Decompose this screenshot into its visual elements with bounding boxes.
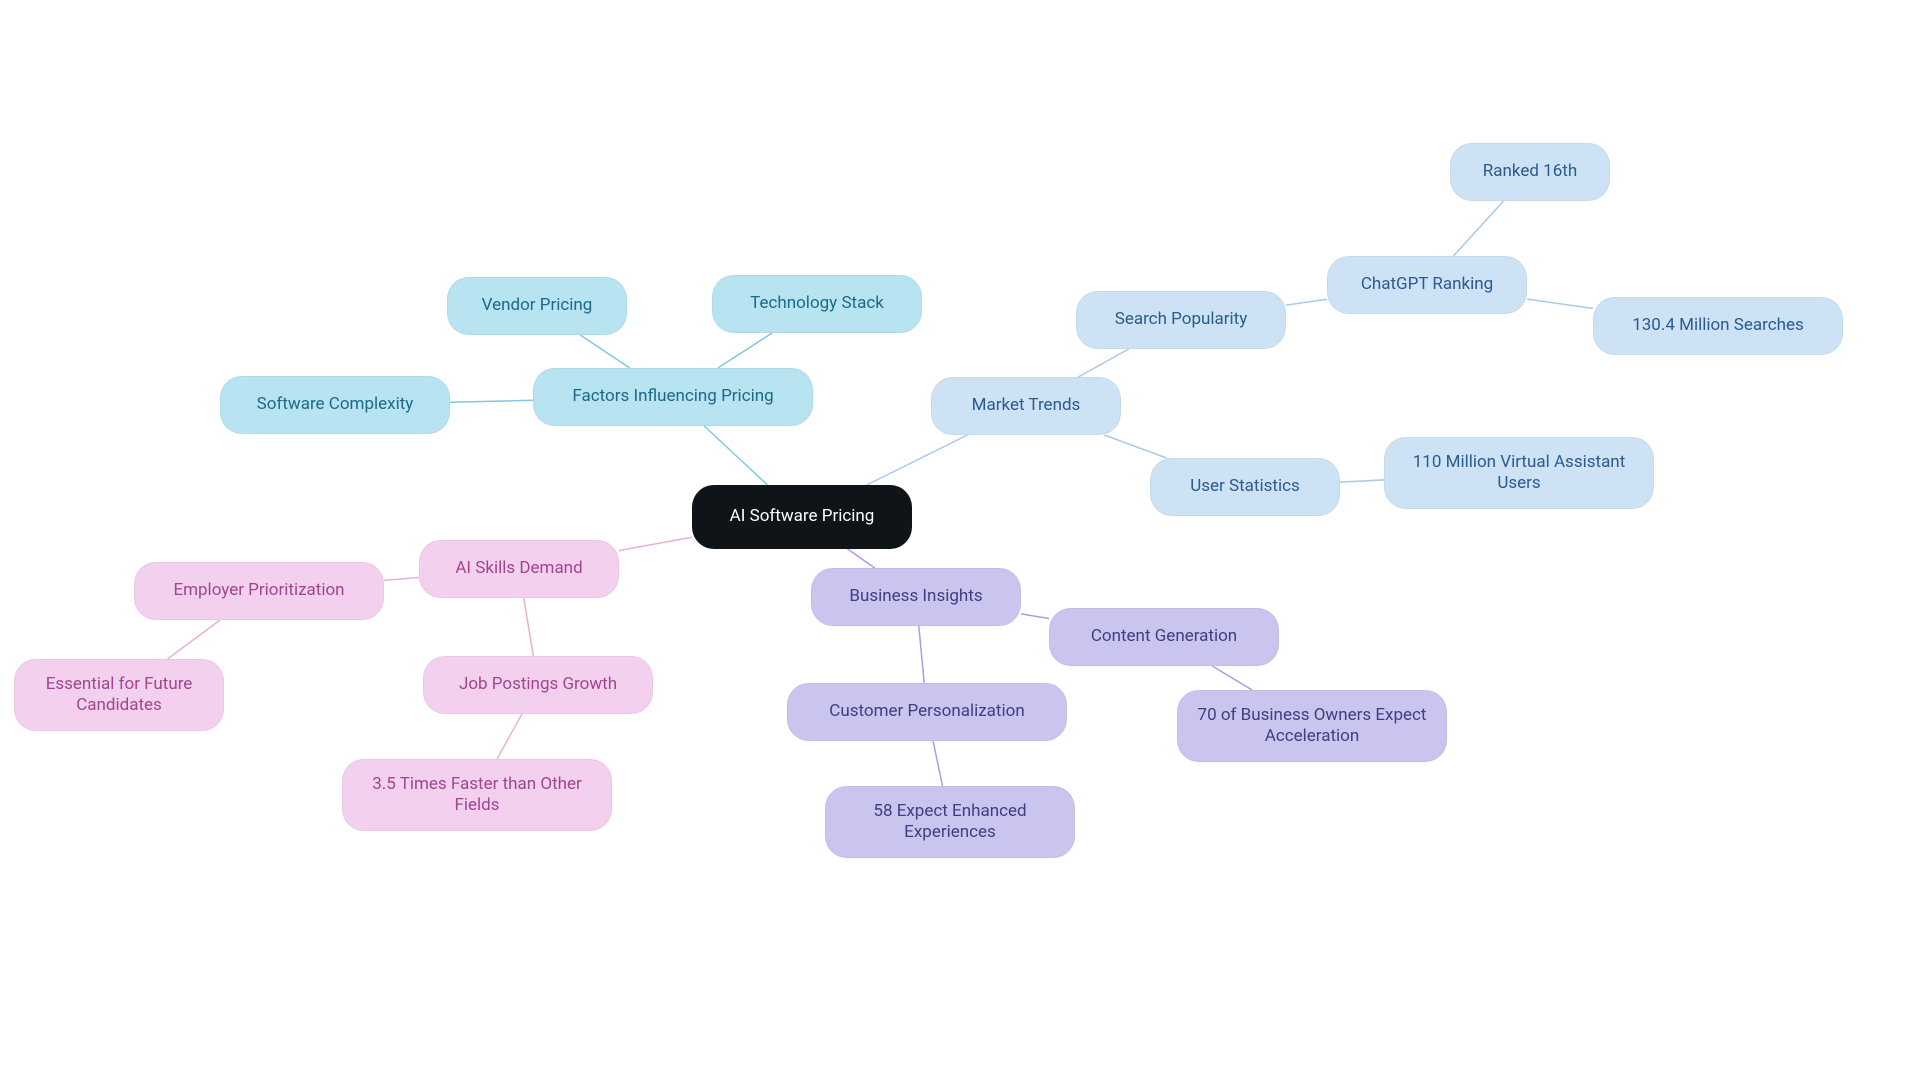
edge xyxy=(848,549,875,568)
node-label: 130.4 Million Searches xyxy=(1632,315,1804,336)
node-label: 110 Million Virtual Assistant Users xyxy=(1403,452,1635,495)
node-chatgpt[interactable]: ChatGPT Ranking xyxy=(1327,256,1527,314)
node-label: Essential for Future Candidates xyxy=(33,674,205,717)
node-faster[interactable]: 3.5 Times Faster than Other Fields xyxy=(342,759,612,831)
node-label: Ranked 16th xyxy=(1483,161,1577,182)
node-contentgen[interactable]: Content Generation xyxy=(1049,608,1279,666)
edge xyxy=(1453,201,1503,256)
node-vendor[interactable]: Vendor Pricing xyxy=(447,277,627,335)
node-jobpost[interactable]: Job Postings Growth xyxy=(423,656,653,714)
node-employer[interactable]: Employer Prioritization xyxy=(134,562,384,620)
node-custper[interactable]: Customer Personalization xyxy=(787,683,1067,741)
node-fiftyeight[interactable]: 58 Expect Enhanced Experiences xyxy=(825,786,1075,858)
edge xyxy=(497,714,522,759)
edge xyxy=(580,335,629,368)
node-userstats[interactable]: User Statistics xyxy=(1150,458,1340,516)
edge xyxy=(1104,435,1166,458)
edge xyxy=(168,620,221,659)
edge xyxy=(919,626,924,683)
node-root[interactable]: AI Software Pricing xyxy=(692,485,912,549)
edge xyxy=(619,537,692,550)
edge xyxy=(450,400,533,402)
node-label: Market Trends xyxy=(972,395,1081,416)
node-label: Employer Prioritization xyxy=(173,580,344,601)
edge xyxy=(933,741,942,786)
edge xyxy=(867,435,968,485)
edge xyxy=(1340,480,1384,482)
node-label: AI Skills Demand xyxy=(455,558,582,579)
node-label: 3.5 Times Faster than Other Fields xyxy=(361,774,593,817)
node-label: Business Insights xyxy=(849,586,982,607)
node-label: 70 of Business Owners Expect Acceleratio… xyxy=(1196,705,1428,748)
node-searches[interactable]: 130.4 Million Searches xyxy=(1593,297,1843,355)
edge xyxy=(1021,614,1049,619)
node-searchpop[interactable]: Search Popularity xyxy=(1076,291,1286,349)
node-label: Search Popularity xyxy=(1115,309,1248,330)
node-label: User Statistics xyxy=(1190,476,1300,497)
edge xyxy=(524,598,534,656)
node-complexity[interactable]: Software Complexity xyxy=(220,376,450,434)
node-label: Content Generation xyxy=(1091,626,1237,647)
node-label: Software Complexity xyxy=(257,394,414,415)
mindmap-canvas: AI Software Pricing Factors Influencing P… xyxy=(0,0,1920,1083)
node-skills[interactable]: AI Skills Demand xyxy=(419,540,619,598)
edge xyxy=(718,333,772,368)
node-label: Job Postings Growth xyxy=(459,674,617,695)
node-tech[interactable]: Technology Stack xyxy=(712,275,922,333)
edges-layer xyxy=(0,0,1920,1083)
node-label: Technology Stack xyxy=(750,293,884,314)
edge xyxy=(1286,299,1327,305)
edge xyxy=(384,578,419,581)
node-label: Customer Personalization xyxy=(829,701,1024,722)
node-seventy[interactable]: 70 of Business Owners Expect Acceleratio… xyxy=(1177,690,1447,762)
node-essential[interactable]: Essential for Future Candidates xyxy=(14,659,224,731)
edge xyxy=(1527,299,1593,308)
edge xyxy=(1212,666,1252,690)
edge xyxy=(704,426,767,485)
node-ranked16[interactable]: Ranked 16th xyxy=(1450,143,1610,201)
node-label: AI Software Pricing xyxy=(730,506,875,527)
node-label: ChatGPT Ranking xyxy=(1361,274,1493,295)
edge xyxy=(1078,349,1128,377)
node-label: Vendor Pricing xyxy=(482,295,593,316)
node-factors[interactable]: Factors Influencing Pricing xyxy=(533,368,813,426)
node-insights[interactable]: Business Insights xyxy=(811,568,1021,626)
node-market[interactable]: Market Trends xyxy=(931,377,1121,435)
node-label: 58 Expect Enhanced Experiences xyxy=(844,801,1056,844)
node-label: Factors Influencing Pricing xyxy=(572,386,773,407)
node-users110[interactable]: 110 Million Virtual Assistant Users xyxy=(1384,437,1654,509)
